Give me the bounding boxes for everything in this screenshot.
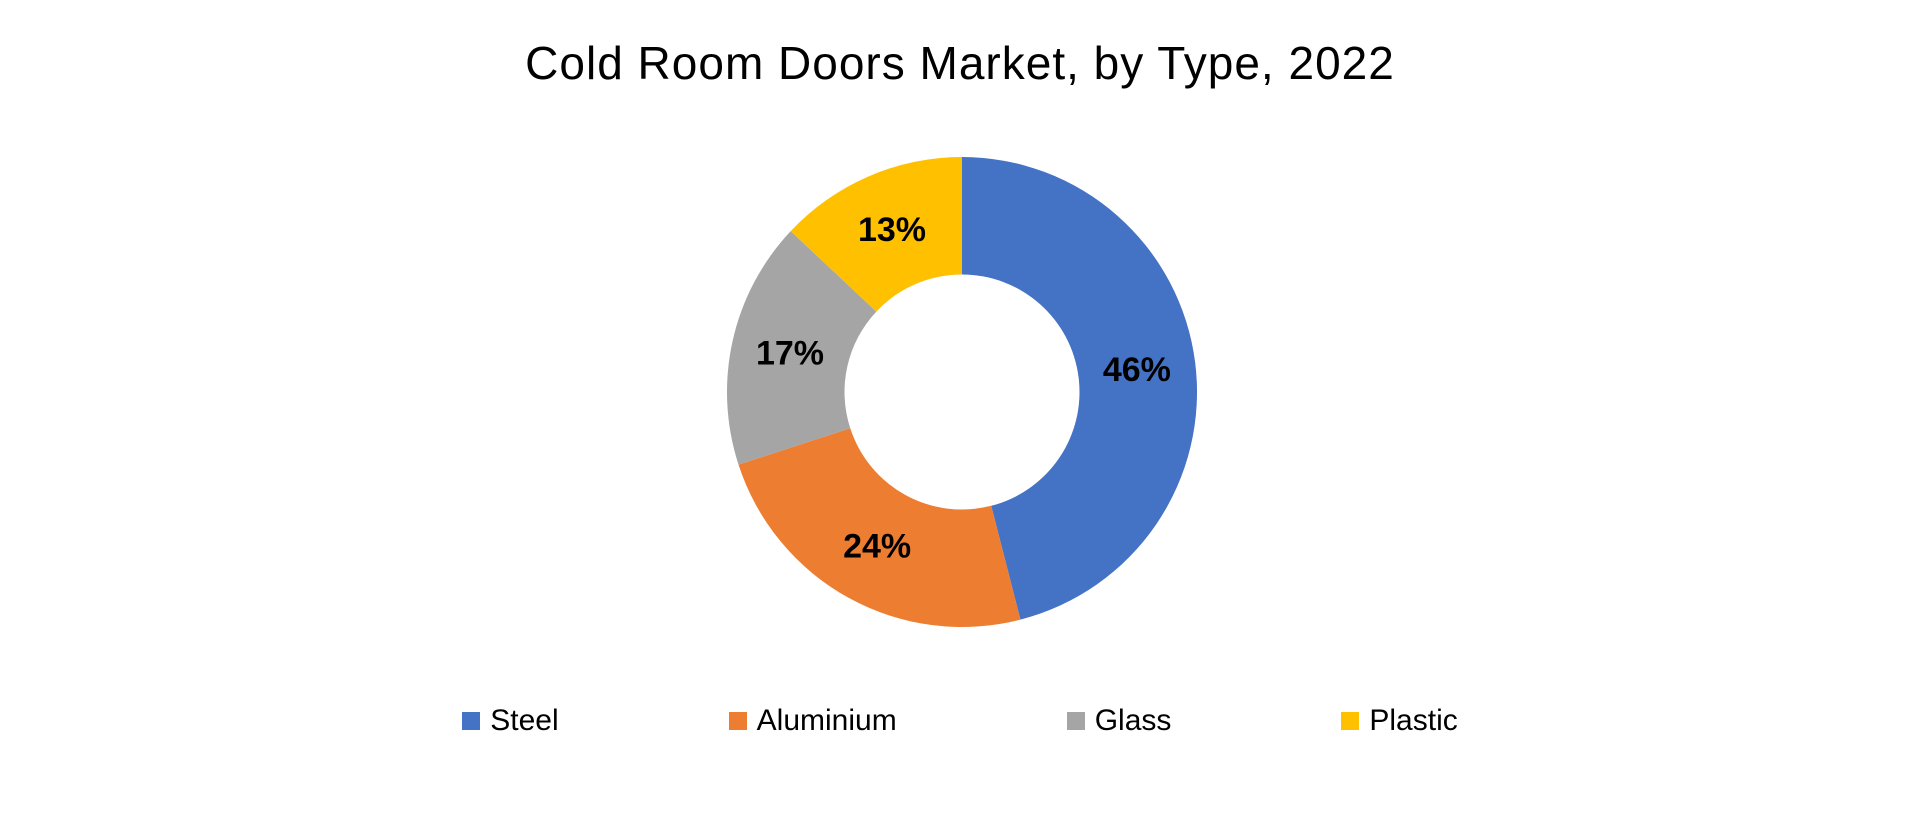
legend-label-aluminium: Aluminium <box>756 704 897 737</box>
legend-item-aluminium: Aluminium <box>728 704 897 738</box>
donut-segment-plastic <box>790 157 962 312</box>
legend-item-glass: Glass <box>1066 704 1172 738</box>
data-label-steel: 46% <box>1103 351 1171 389</box>
donut-segment-glass <box>726 231 877 465</box>
legend-item-steel: Steel <box>462 704 559 738</box>
chart-legend: Steel Aluminium Glass Plastic <box>0 698 1920 744</box>
data-label-plastic: 13% <box>858 211 926 249</box>
donut-segment-aluminium <box>738 428 1021 628</box>
legend-swatch-aluminium <box>728 712 747 730</box>
legend-swatch-glass <box>1066 712 1085 730</box>
legend-label-plastic: Plastic <box>1369 704 1458 737</box>
legend-swatch-steel <box>462 712 481 730</box>
legend-item-plastic: Plastic <box>1341 704 1458 738</box>
legend-swatch-plastic <box>1341 712 1360 730</box>
data-label-aluminium: 24% <box>843 527 911 565</box>
chart-title: Cold Room Doors Market, by Type, 2022 <box>525 37 1395 89</box>
legend-label-steel: Steel <box>490 704 559 737</box>
data-label-glass: 17% <box>756 335 824 373</box>
legend-label-glass: Glass <box>1094 704 1172 737</box>
donut-segment-steel <box>962 157 1198 620</box>
